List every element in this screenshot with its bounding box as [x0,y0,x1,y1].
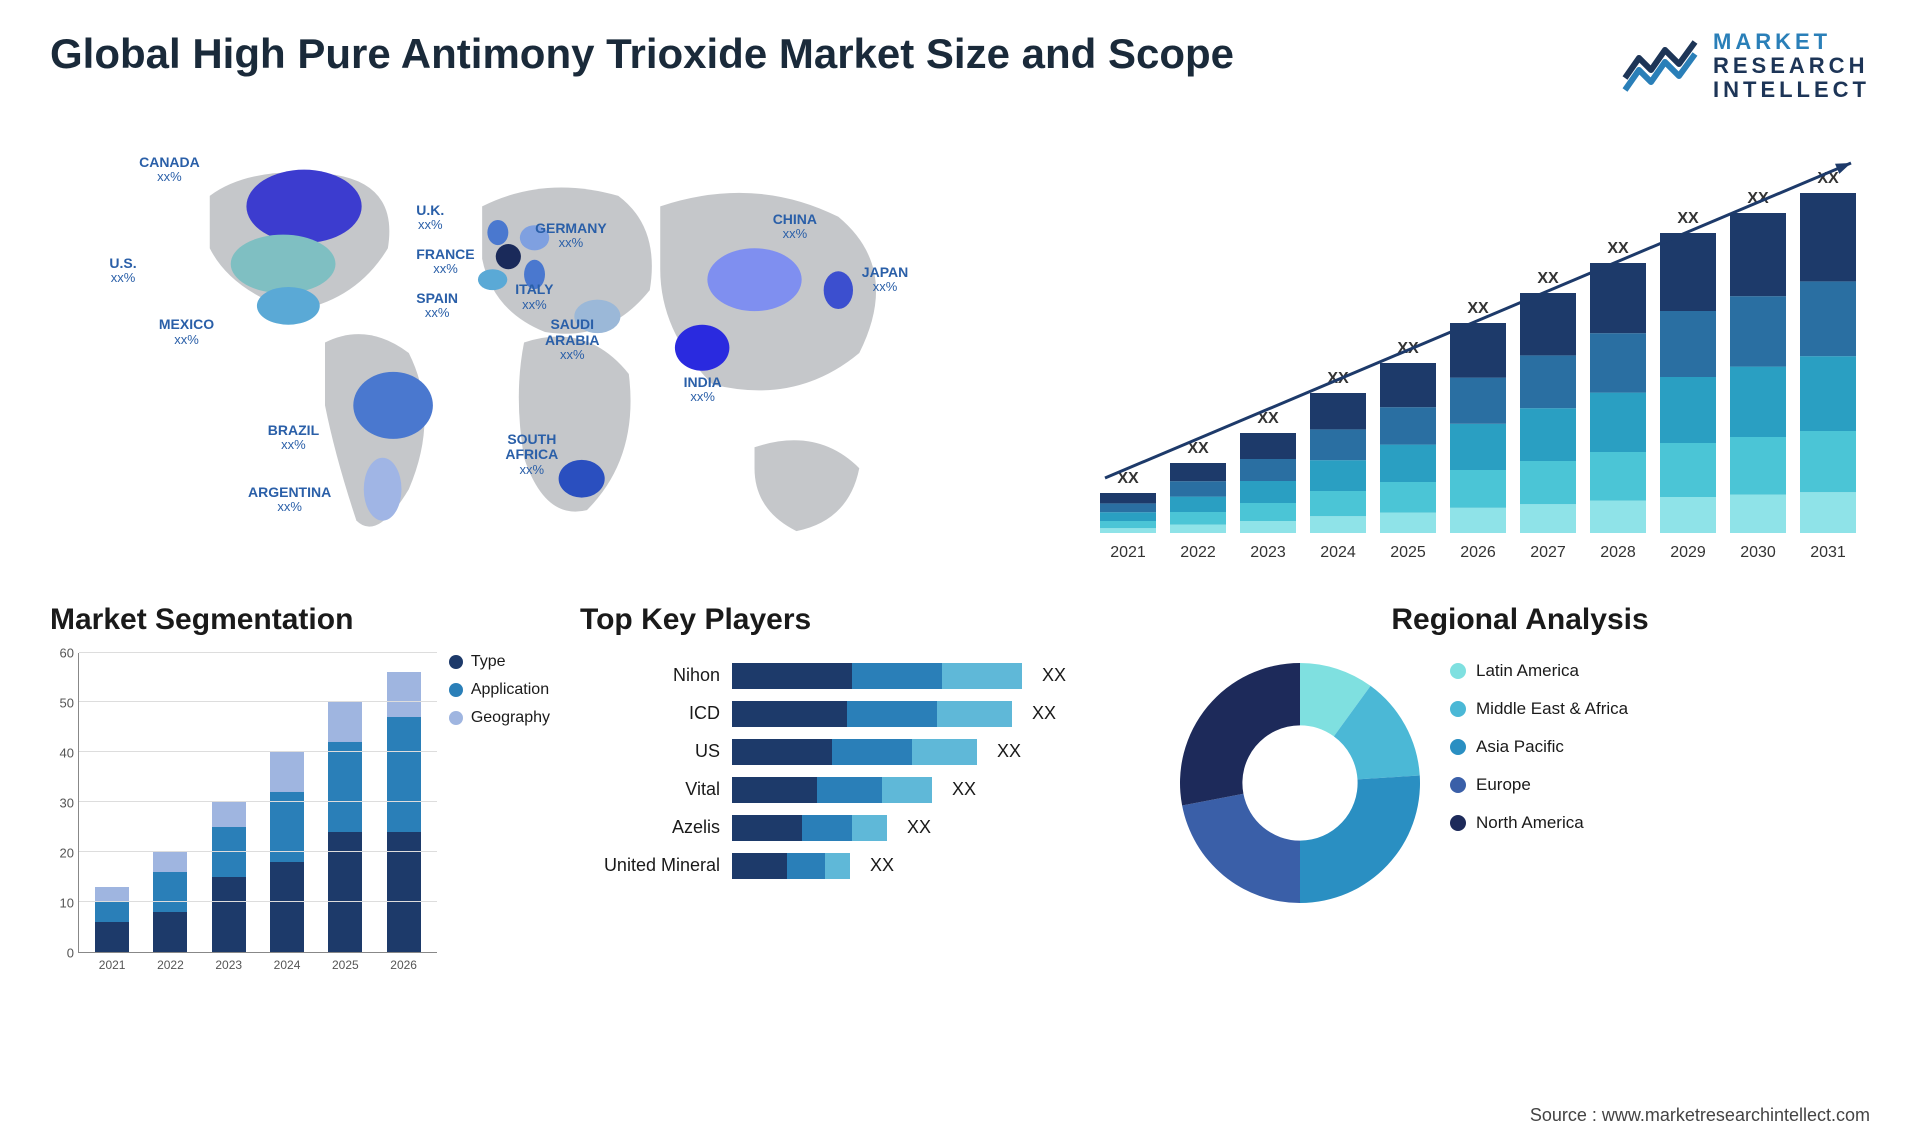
map-label: BRAZILxx% [268,423,319,453]
player-row: VitalXX [580,777,1140,803]
map-label: SPAINxx% [416,291,458,321]
segmentation-title: Market Segmentation [50,603,550,637]
map-label: INDIAxx% [684,375,722,405]
players-title: Top Key Players [580,603,1140,637]
svg-text:XX: XX [1467,300,1489,317]
svg-text:2029: 2029 [1670,544,1706,561]
regional-legend-item: Middle East & Africa [1450,699,1628,719]
map-label: GERMANYxx% [535,221,607,251]
player-row: USXX [580,739,1140,765]
logo-text-2: RESEARCH [1713,54,1870,78]
player-row: AzelisXX [580,815,1140,841]
svg-text:2025: 2025 [1390,544,1426,561]
map-label: CHINAxx% [773,212,817,242]
map-label: FRANCExx% [416,247,474,277]
svg-text:2028: 2028 [1600,544,1636,561]
logo-mark-icon [1621,34,1701,98]
segmentation-legend-item: Geography [449,709,550,727]
segmentation-legend: Type Application Geography [449,653,550,953]
svg-text:2023: 2023 [1250,544,1286,561]
brand-logo: MARKET RESEARCH INTELLECT [1621,30,1870,103]
player-row: NihonXX [580,663,1140,689]
svg-text:2027: 2027 [1530,544,1566,561]
svg-text:2031: 2031 [1810,544,1846,561]
world-map: CANADAxx% U.S.xx% MEXICOxx% BRAZILxx% ARGENT… [50,133,1040,573]
regional-legend-item: Europe [1450,775,1628,795]
map-label: SOUTHAFRICAxx% [505,432,558,477]
svg-text:XX: XX [1607,240,1629,257]
svg-text:2024: 2024 [1320,544,1356,561]
svg-text:2026: 2026 [1460,544,1496,561]
svg-text:XX: XX [1537,270,1559,287]
player-row: United MineralXX [580,853,1140,879]
map-label: ARGENTINAxx% [248,485,331,515]
source-attribution: Source : www.marketresearchintellect.com [1530,1105,1870,1126]
regional-legend-item: Asia Pacific [1450,737,1628,757]
svg-text:2021: 2021 [1110,544,1146,561]
regional-title: Regional Analysis [1170,603,1870,637]
segmentation-legend-item: Type [449,653,550,671]
map-label: U.K.xx% [416,203,444,233]
player-row: ICDXX [580,701,1140,727]
logo-text-3: INTELLECT [1713,78,1870,102]
map-label: MEXICOxx% [159,317,214,347]
regional-legend-item: North America [1450,813,1628,833]
map-label: SAUDIARABIAxx% [545,317,599,362]
map-label: CANADAxx% [139,155,200,185]
svg-text:2022: 2022 [1180,544,1216,561]
page-title: Global High Pure Antimony Trioxide Marke… [50,30,1234,78]
svg-text:XX: XX [1677,210,1699,227]
regional-legend: Latin America Middle East & Africa Asia Pa… [1450,661,1628,833]
map-label: U.S.xx% [109,256,136,286]
map-label: ITALYxx% [515,282,553,312]
map-label: JAPANxx% [862,265,908,295]
regional-legend-item: Latin America [1450,661,1628,681]
logo-text-1: MARKET [1713,30,1870,54]
svg-text:2030: 2030 [1740,544,1776,561]
players-chart: NihonXX ICDXX USXX VitalXX AzelisXX United Mi… [580,653,1140,879]
segmentation-legend-item: Application [449,681,550,699]
growth-chart: XX2021XX2022XX2023XX2024XX2025XX2026XX20… [1080,133,1870,573]
segmentation-chart: 0102030405060 202120222023202420252026 [50,653,437,953]
regional-donut [1170,653,1430,913]
